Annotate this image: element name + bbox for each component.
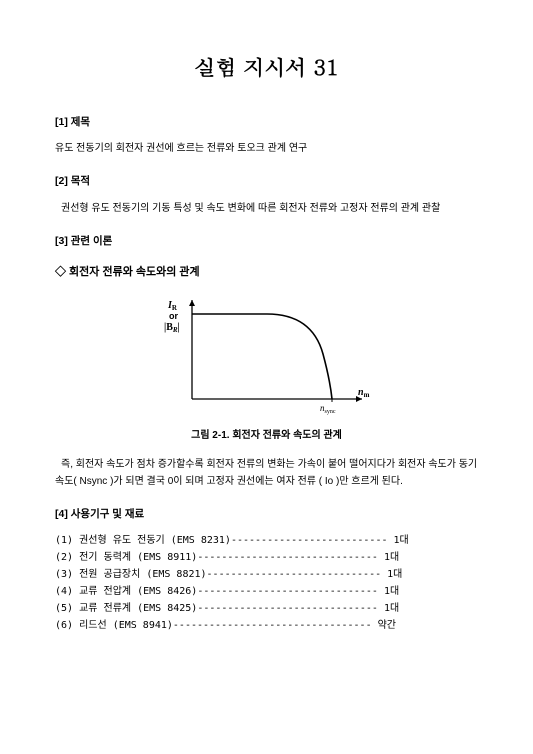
svg-text:nsync: nsync bbox=[320, 403, 336, 415]
equipment-item: (4) 교류 전압계 (EMS 8426)-------------------… bbox=[55, 583, 478, 600]
svg-text:or: or bbox=[169, 311, 178, 321]
equipment-item: (2) 전기 동력계 (EMS 8911)-------------------… bbox=[55, 549, 478, 566]
equipment-item: (1) 권선형 유도 전동기 (EMS 8231)---------------… bbox=[55, 532, 478, 549]
page-title: 실험 지시서 31 bbox=[55, 50, 478, 84]
svg-text:nm: nm bbox=[358, 387, 370, 399]
equipment-item: (5) 교류 전류계 (EMS 8425)-------------------… bbox=[55, 600, 478, 617]
equipment-list: (1) 권선형 유도 전동기 (EMS 8231)---------------… bbox=[55, 532, 478, 634]
section-2-text: 권선형 유도 전동기의 기동 특성 및 속도 변화에 따른 회전자 전류와 고정… bbox=[55, 200, 478, 217]
section-3-subhead: ◇ 회전자 전류와 속도와의 관계 bbox=[55, 264, 478, 282]
section-3-explanation: 즉, 회전자 속도가 점차 증가할수록 회전자 전류의 변화는 가속이 붙어 떨… bbox=[55, 456, 478, 490]
equipment-item: (3) 전원 공급장치 (EMS 8821)------------------… bbox=[55, 566, 478, 583]
chart-container: IRor|BR|nmnsync bbox=[55, 292, 478, 422]
figure-caption: 그림 2-1. 회전자 전류와 속도의 관계 bbox=[55, 428, 478, 444]
svg-text:|BR|: |BR| bbox=[164, 322, 180, 334]
rotor-current-speed-chart: IRor|BR|nmnsync bbox=[162, 292, 372, 422]
section-4-header: [4] 사용기구 및 재료 bbox=[55, 506, 478, 523]
section-2-header: [2] 목적 bbox=[55, 173, 478, 190]
section-3-header: [3] 관련 이론 bbox=[55, 233, 478, 250]
section-1-text: 유도 전동기의 회전자 권선에 흐르는 전류와 토오크 관계 연구 bbox=[55, 140, 478, 157]
section-1-header: [1] 제목 bbox=[55, 114, 478, 131]
equipment-item: (6) 리드선 (EMS 8941)----------------------… bbox=[55, 617, 478, 634]
